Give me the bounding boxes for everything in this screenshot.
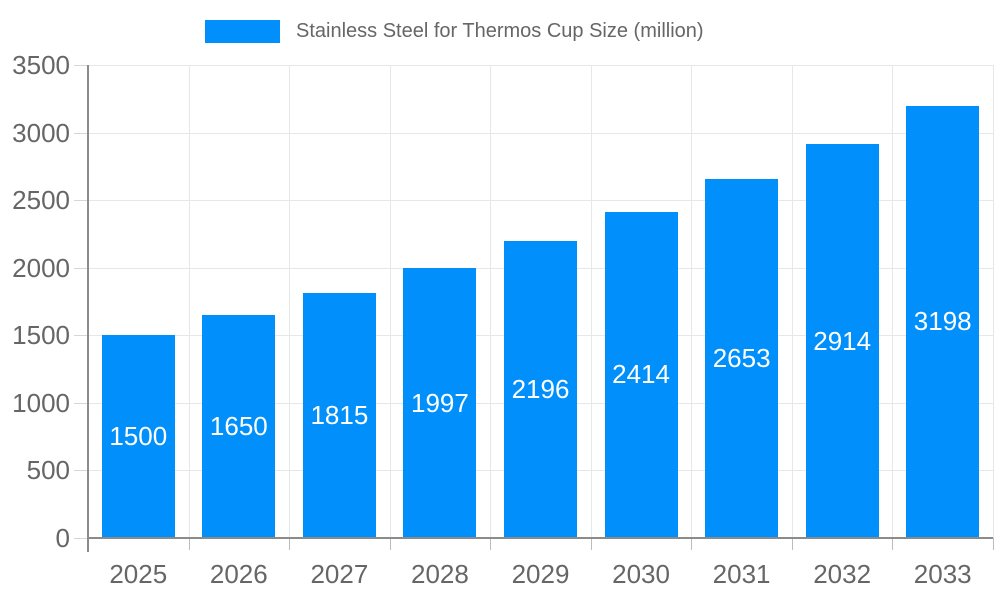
gridline-vertical: [590, 65, 592, 538]
bar-2025[interactable]: 1500: [101, 335, 175, 538]
x-axis-tick: [490, 538, 492, 550]
gridline-vertical: [490, 65, 492, 538]
x-axis-tick: [389, 538, 391, 550]
y-axis-tick-label: 1500: [12, 320, 70, 351]
y-axis-tick: [74, 470, 88, 472]
x-axis-category-label: 2027: [310, 559, 369, 589]
legend-item[interactable]: Stainless Steel for Thermos Cup Size (mi…: [205, 20, 704, 43]
bar-value-label: 3198: [913, 306, 972, 337]
bar-value-label: 1650: [209, 410, 268, 441]
bar-value-label: 1500: [109, 421, 168, 452]
gridline-horizontal: [88, 132, 993, 134]
bar-2030[interactable]: 2414: [604, 211, 678, 538]
gridline-vertical: [691, 65, 693, 538]
y-axis-tick: [74, 402, 88, 404]
x-axis-tick: [791, 538, 793, 550]
x-axis-tick: [590, 538, 592, 550]
legend-swatch-icon: [205, 20, 280, 43]
y-axis-tick-label: 0: [55, 523, 70, 553]
bar-value-label: 2914: [813, 325, 872, 356]
y-axis-tick: [74, 65, 88, 66]
x-axis-category-label: 2032: [813, 559, 872, 589]
bar-value-label: 2414: [612, 359, 670, 390]
x-axis-category-label: 2030: [612, 559, 670, 589]
x-axis-category-label: 2028: [411, 559, 469, 589]
x-axis-category-label: 2031: [712, 559, 771, 589]
x-axis-category-label: 2026: [209, 559, 268, 589]
y-axis-tick-label: 2000: [12, 252, 70, 283]
x-axis-category-label: 2033: [913, 559, 972, 589]
legend-label: Stainless Steel for Thermos Cup Size (mi…: [296, 20, 704, 42]
bar-2028[interactable]: 1997: [403, 268, 477, 538]
gridline-vertical: [993, 65, 994, 538]
y-axis-tick: [74, 538, 88, 539]
x-axis-line: [88, 537, 993, 539]
x-axis-category-label: 2029: [511, 559, 570, 589]
y-axis-tick-label: 3500: [12, 50, 70, 80]
gridline-vertical: [892, 65, 894, 538]
gridline-vertical: [188, 65, 190, 538]
x-axis-tick: [691, 538, 693, 550]
x-axis-tick: [289, 538, 291, 550]
bar-value-label: 2196: [511, 374, 570, 405]
y-axis-tick-label: 3000: [12, 117, 70, 148]
x-axis-tick: [188, 538, 190, 550]
x-axis-category-label: 2025: [109, 559, 168, 589]
gridline-horizontal: [88, 65, 993, 66]
y-axis-tick-label: 2500: [12, 185, 70, 216]
gridline-vertical: [389, 65, 391, 538]
x-axis-tick: [892, 538, 894, 550]
gridline-vertical: [791, 65, 793, 538]
bar-2029[interactable]: 2196: [504, 241, 577, 538]
bar-2033[interactable]: 3198: [906, 105, 980, 538]
bar-2026[interactable]: 1650: [202, 315, 276, 538]
bar-2032[interactable]: 2914: [805, 144, 879, 538]
gridline-horizontal: [88, 200, 993, 202]
x-axis-tick: [993, 538, 994, 550]
bar-value-label: 1997: [411, 387, 469, 418]
bar-value-label: 2653: [712, 343, 771, 374]
y-axis-tick: [74, 267, 88, 269]
y-axis-tick: [74, 132, 88, 134]
y-axis-line: [87, 65, 89, 552]
bar-value-label: 1815: [310, 399, 369, 430]
y-axis-tick-label: 1000: [12, 387, 70, 418]
gridline-vertical: [289, 65, 291, 538]
y-axis-tick: [74, 335, 88, 337]
y-axis-tick-label: 500: [26, 455, 70, 486]
y-axis-tick: [74, 200, 88, 202]
bar-2031[interactable]: 2653: [705, 179, 779, 538]
bar-2027[interactable]: 1815: [302, 292, 376, 538]
